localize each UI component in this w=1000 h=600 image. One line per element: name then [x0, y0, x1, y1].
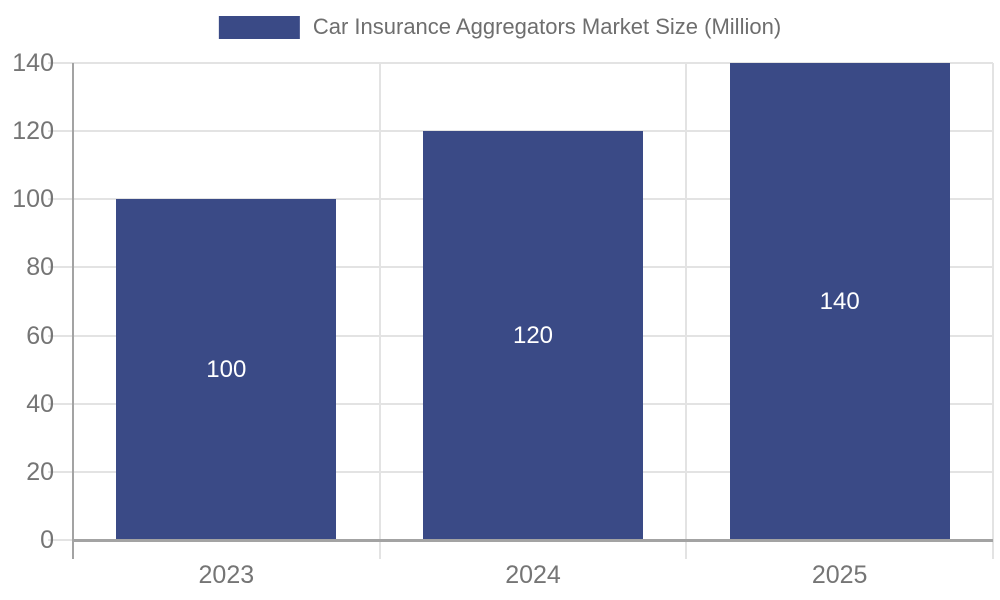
y-gridline [73, 62, 993, 64]
y-tick-label: 40 [26, 389, 54, 418]
bar-value-label: 120 [512, 321, 554, 349]
x-tick-label: 2023 [198, 561, 255, 589]
bar-value-label: 140 [819, 287, 860, 315]
y-tick [48, 470, 73, 473]
legend-swatch [218, 15, 300, 39]
bar [729, 63, 950, 540]
y-tick [48, 198, 73, 201]
y-tick-label: 0 [40, 526, 54, 554]
legend[interactable]: Car Insurance Aggregators Market Size (M… [218, 14, 782, 40]
bar [116, 199, 337, 540]
y-tick-label: 100 [12, 185, 54, 214]
y-tick [48, 334, 73, 337]
bar-value-label: 100 [206, 355, 247, 383]
y-axis-line [72, 63, 74, 559]
y-tick [48, 266, 73, 269]
y-tick-label: 80 [26, 253, 54, 282]
x-tick-label: 2024 [505, 561, 561, 589]
y-tick-label: 20 [26, 457, 54, 486]
y-tick [48, 402, 73, 405]
y-tick-label: 140 [12, 49, 54, 77]
x-gridline [992, 63, 994, 559]
y-tick-label: 120 [12, 117, 54, 146]
y-tick [48, 62, 73, 64]
y-tick [48, 130, 73, 133]
legend-label: Car Insurance Aggregators Market Size (M… [312, 14, 782, 39]
y-tick-label: 60 [26, 321, 54, 350]
x-gridline [685, 63, 688, 559]
bar [423, 131, 643, 540]
x-tick-label: 2025 [811, 561, 868, 589]
y-tick [48, 539, 73, 541]
x-axis-line [73, 539, 993, 542]
x-gridline [378, 63, 381, 559]
